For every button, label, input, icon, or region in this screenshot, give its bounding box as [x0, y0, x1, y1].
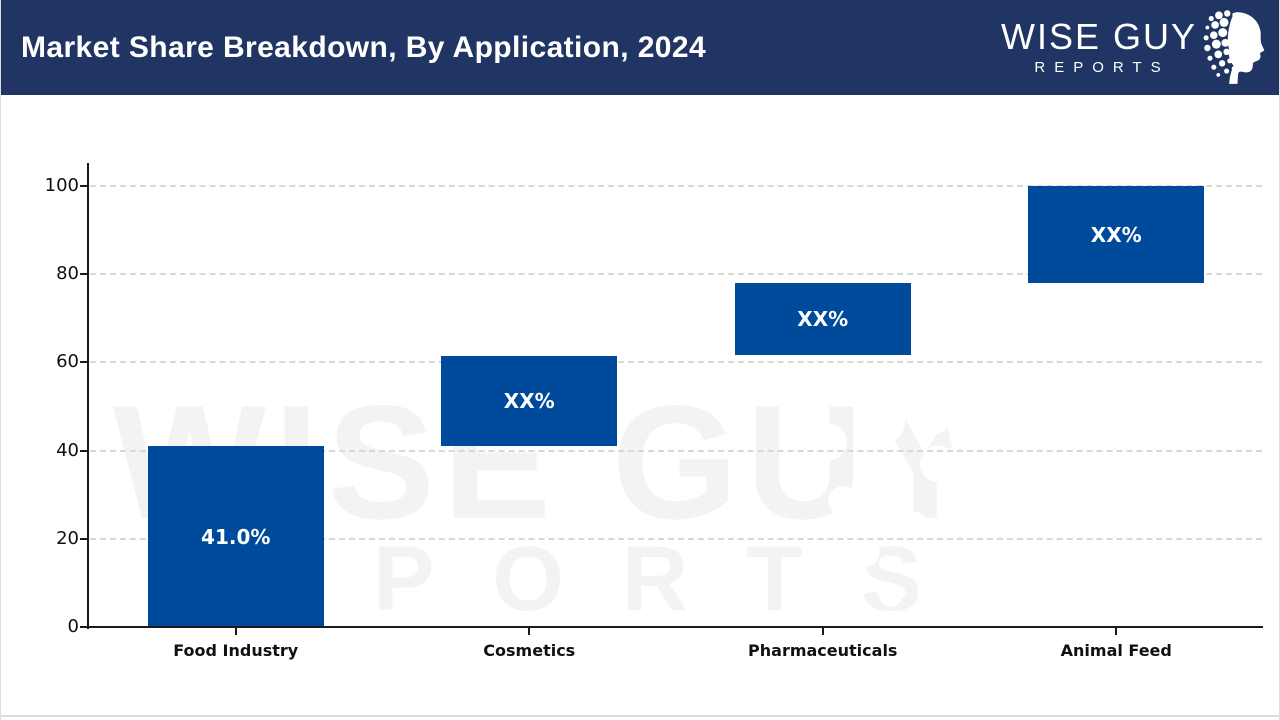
bar-value-label: XX%	[1090, 222, 1142, 247]
y-tick-mark	[80, 273, 87, 276]
header-bar: Market Share Breakdown, By Application, …	[1, 0, 1279, 95]
bar-value-label: XX%	[503, 388, 555, 413]
y-tick-mark	[80, 626, 87, 628]
gridline	[90, 361, 1262, 364]
y-tick-label: 0	[67, 616, 79, 637]
x-tick-mark	[234, 628, 237, 635]
x-tick-mark	[821, 628, 824, 635]
watermark-subtext: PORTS	[373, 528, 980, 630]
x-category-label: Animal Feed	[1060, 641, 1172, 660]
y-tick-mark	[80, 449, 87, 452]
y-tick-label: 80	[56, 263, 79, 285]
x-tick-mark	[1115, 628, 1118, 635]
x-tick-mark	[528, 628, 531, 635]
bar: XX%	[441, 355, 618, 447]
y-tick-label: 20	[56, 527, 79, 549]
gridline	[90, 537, 1262, 540]
bar: XX%	[1028, 186, 1205, 284]
bar: XX%	[734, 283, 911, 355]
y-axis-line	[87, 163, 89, 629]
bar: 41.0%	[147, 446, 324, 627]
y-tick-label: 60	[56, 351, 79, 373]
y-tick-label: 100	[44, 175, 79, 196]
y-tick-mark	[80, 361, 87, 364]
y-tick-label: 40	[56, 439, 79, 461]
brand-logo: WISE GUY REPORTS	[1001, 9, 1279, 87]
x-axis-line	[87, 626, 1263, 628]
bottom-divider	[1, 715, 1279, 717]
x-category-label: Food Industry	[173, 641, 299, 660]
y-tick-mark	[80, 185, 87, 187]
y-tick-mark	[80, 537, 87, 540]
logo-line1: WISE GUY	[1000, 16, 1197, 57]
logo-line2: REPORTS	[1034, 59, 1170, 76]
x-category-label: Pharmaceuticals	[748, 641, 898, 660]
logo-wordmark: WISE GUY REPORTS	[1000, 16, 1197, 77]
gridline	[90, 185, 1262, 187]
chart-title: Market Share Breakdown, By Application, …	[21, 30, 707, 64]
x-category-label: Cosmetics	[483, 641, 576, 660]
bar-value-label: 41.0%	[201, 524, 271, 549]
bar-value-label: XX%	[797, 306, 849, 331]
gridline	[90, 449, 1262, 452]
logo-head-icon	[1203, 9, 1265, 84]
gridline	[90, 273, 1262, 276]
